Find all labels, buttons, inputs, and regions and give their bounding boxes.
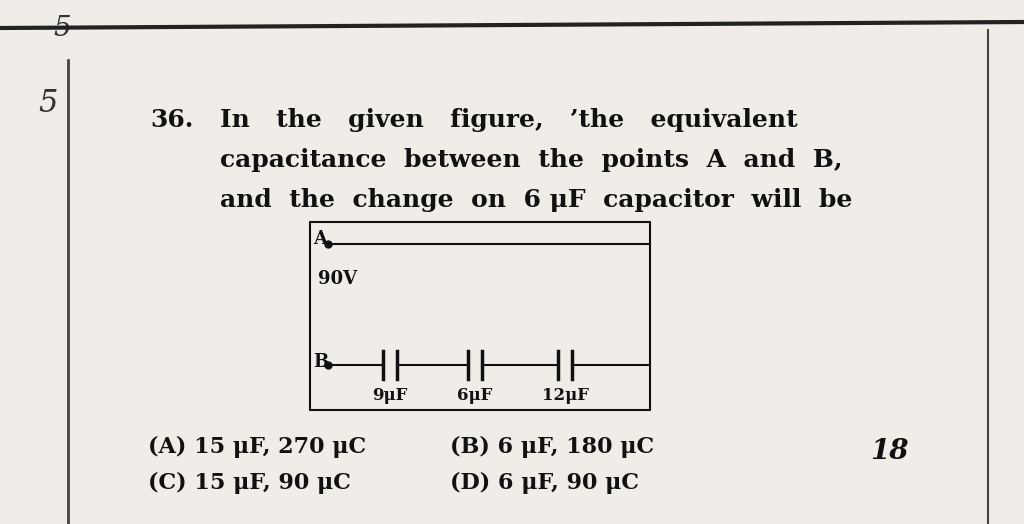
Text: 6μF: 6μF [458, 387, 493, 404]
Text: B: B [313, 353, 329, 371]
Text: capacitance  between  the  points  A  and  B,: capacitance between the points A and B, [220, 148, 843, 172]
Text: 90V: 90V [318, 270, 357, 288]
Text: (A) 15 μF, 270 μC: (A) 15 μF, 270 μC [148, 436, 367, 458]
Text: A: A [313, 230, 327, 248]
Text: (D) 6 μF, 90 μC: (D) 6 μF, 90 μC [450, 472, 639, 494]
Text: 9μF: 9μF [373, 387, 408, 404]
Text: (B) 6 μF, 180 μC: (B) 6 μF, 180 μC [450, 436, 654, 458]
Bar [310, 222, 650, 410]
Text: 36.: 36. [150, 108, 194, 132]
Text: In   the   given   figure,   ’the   equivalent: In the given figure, ’the equivalent [220, 108, 798, 132]
Text: 12μF: 12μF [542, 387, 589, 404]
Text: 5: 5 [53, 15, 71, 42]
Text: and  the  change  on  6 μF  capacitor  will  be: and the change on 6 μF capacitor will be [220, 188, 852, 212]
Text: 5: 5 [38, 88, 57, 119]
Text: 18: 18 [870, 438, 908, 465]
Text: (C) 15 μF, 90 μC: (C) 15 μF, 90 μC [148, 472, 351, 494]
